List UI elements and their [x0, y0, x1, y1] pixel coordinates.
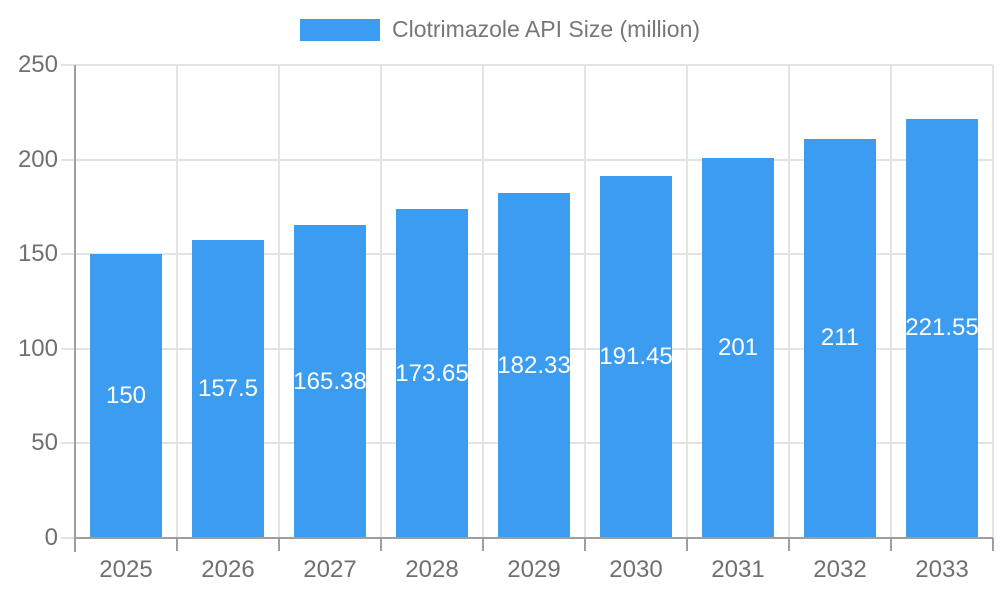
horizontal-gridline	[75, 64, 993, 66]
y-axis-tick-label: 250	[17, 51, 58, 78]
bar-value-label: 157.5	[197, 375, 259, 402]
bar-2026[interactable]	[192, 240, 264, 538]
x-axis-tick	[278, 538, 280, 551]
x-axis-tick	[686, 538, 688, 551]
x-axis-tick-label: 2031	[711, 556, 765, 583]
bar-value-label: 182.33	[497, 351, 571, 379]
vertical-gridline	[278, 65, 280, 538]
bar-2032[interactable]	[804, 138, 876, 538]
vertical-gridline	[584, 65, 586, 538]
y-axis-tick	[61, 347, 75, 350]
bar-value-label: 165.38	[293, 367, 367, 395]
bar-value-label: 173.65	[395, 359, 469, 387]
y-axis-tick	[61, 253, 75, 256]
x-axis-tick	[482, 538, 484, 551]
bar-2031[interactable]	[702, 157, 774, 538]
x-axis-tick-label: 2025	[99, 556, 153, 583]
legend[interactable]: Clotrimazole API Size (million)	[0, 16, 1000, 43]
x-axis-tick	[584, 538, 586, 551]
y-axis-tick-label: 150	[17, 240, 58, 268]
x-axis-tick-label: 2030	[609, 556, 663, 583]
bar-2029[interactable]	[498, 193, 570, 538]
y-axis-tick-label: 200	[17, 145, 58, 173]
vertical-gridline	[992, 65, 994, 538]
vertical-gridline	[482, 65, 484, 538]
y-axis-tick-label: 50	[31, 429, 58, 457]
legend-label: Clotrimazole API Size (million)	[391, 16, 701, 42]
x-axis-tick	[890, 538, 892, 551]
plot-area: 150 157.5 165.38 173.65 182.33 191.45 201 211 22…	[61, 64, 994, 552]
x-axis-tick	[788, 538, 790, 551]
legend-swatch-icon	[299, 18, 380, 41]
y-axis-tick	[61, 64, 75, 66]
y-axis-tick	[61, 442, 75, 445]
bar-2033[interactable]	[906, 118, 978, 538]
bar-value-label: 201	[717, 333, 759, 361]
bar-value-label: 221.55	[905, 314, 979, 342]
y-axis-line	[74, 65, 76, 552]
x-axis-tick-label: 2026	[201, 556, 255, 583]
x-axis-line	[75, 537, 993, 539]
x-axis-tick	[380, 538, 382, 551]
y-axis-tick-label: 100	[17, 334, 58, 362]
horizontal-gridline	[75, 158, 993, 161]
x-axis-tick-label: 2027	[303, 556, 357, 583]
x-axis-tick-label: 2033	[915, 556, 969, 583]
vertical-gridline	[686, 65, 688, 538]
y-axis-tick	[61, 158, 75, 161]
bar-value-label: 191.45	[599, 342, 673, 370]
bar-2030[interactable]	[600, 175, 672, 538]
bar-2027[interactable]	[294, 225, 366, 538]
bar-2028[interactable]	[396, 209, 468, 538]
bar-value-label: 150	[105, 382, 147, 410]
vertical-gridline	[380, 65, 382, 538]
vertical-gridline	[788, 65, 790, 538]
x-axis-tick	[176, 538, 178, 551]
y-axis-tick	[61, 537, 75, 539]
y-axis-tick-label: 0	[44, 524, 58, 551]
bar-2025[interactable]	[90, 254, 162, 538]
x-axis-tick	[992, 538, 994, 551]
vertical-gridline	[890, 65, 892, 538]
x-axis-tick-label: 2028	[405, 556, 459, 583]
x-axis-tick-label: 2032	[813, 556, 867, 583]
vertical-gridline	[176, 65, 178, 538]
bar-value-label: 211	[820, 324, 860, 352]
x-axis-tick-label: 2029	[507, 556, 561, 583]
